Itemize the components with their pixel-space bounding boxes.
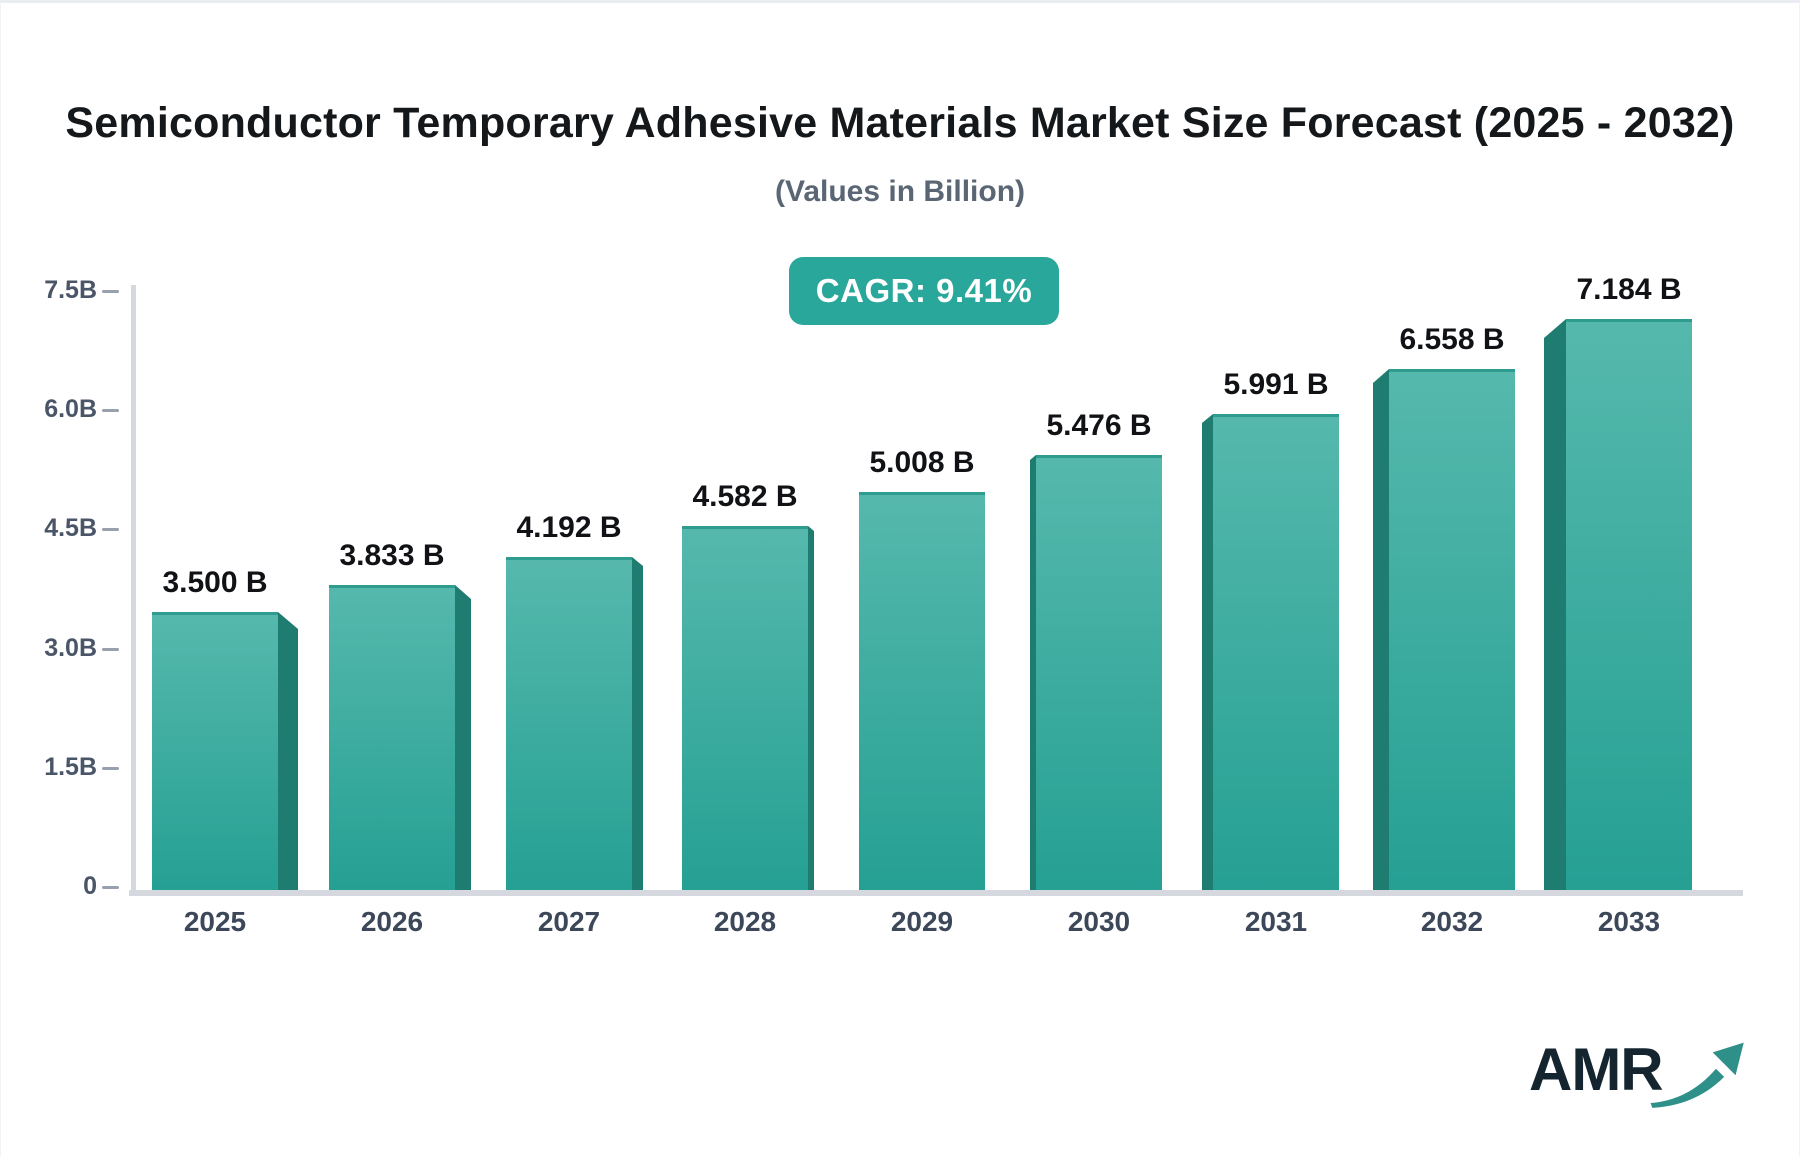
x-axis-label: 2032 <box>1420 906 1484 937</box>
y-axis-tick-mark <box>102 886 119 889</box>
growth-arrow-icon <box>1650 1042 1744 1108</box>
bar[interactable] <box>1036 455 1162 890</box>
bar-3d-side <box>278 612 298 890</box>
bar-value-label: 4.192 B <box>516 511 622 544</box>
bar-3d-side <box>1202 414 1213 890</box>
bar[interactable] <box>859 492 985 890</box>
bar[interactable] <box>1389 369 1515 890</box>
x-axis-baseline <box>129 890 1743 896</box>
y-axis-tick-label: 0 <box>83 872 97 900</box>
bar[interactable] <box>152 612 278 890</box>
y-axis-tick-label: 6.0B <box>44 395 97 423</box>
bar-value-label: 7.184 B <box>1576 273 1682 306</box>
bar[interactable] <box>1213 414 1339 890</box>
x-axis-label: 2027 <box>537 906 601 937</box>
cagr-badge-label: CAGR: 9.41% <box>815 272 1033 309</box>
bar-value-label: 3.500 B <box>162 566 268 599</box>
y-axis-line <box>131 285 136 890</box>
x-axis-label: 2026 <box>360 906 424 937</box>
amr-logo-text: AMR <box>1529 1035 1664 1103</box>
bar-value-label: 6.558 B <box>1399 323 1505 356</box>
y-axis-tick-mark <box>102 648 119 651</box>
bar-3d-side <box>632 557 643 890</box>
x-axis-label: 2033 <box>1597 906 1661 937</box>
y-axis-tick-mark <box>102 290 119 293</box>
x-axis-label: 2025 <box>183 906 247 937</box>
bar[interactable] <box>1566 319 1692 890</box>
bar[interactable] <box>682 526 808 890</box>
y-axis-tick-label: 3.0B <box>44 634 97 662</box>
y-axis-tick-label: 1.5B <box>44 753 97 781</box>
chart-subtitle: (Values in Billion) <box>774 175 1026 208</box>
bar-value-label: 4.582 B <box>692 480 798 513</box>
y-axis-tick-mark <box>102 528 119 531</box>
y-axis-tick-label: 4.5B <box>44 514 97 542</box>
y-axis-tick-label: 7.5B <box>44 276 97 304</box>
bar-3d-side <box>1373 369 1389 890</box>
bar-3d-side <box>1544 319 1566 890</box>
bar[interactable] <box>506 557 632 890</box>
bar-3d-side <box>455 585 471 890</box>
cagr-badge: CAGR: 9.41% <box>789 257 1059 325</box>
x-axis-label: 2028 <box>713 906 777 937</box>
y-axis-tick-mark <box>102 767 119 770</box>
bar-value-label: 5.476 B <box>1046 409 1152 442</box>
amr-logo: AMR <box>1529 1023 1747 1115</box>
bar-3d-side <box>808 526 814 890</box>
chart-title: Semiconductor Temporary Adhesive Materia… <box>65 99 1735 147</box>
bar-value-label: 5.991 B <box>1223 368 1329 401</box>
bar-3d-side <box>1030 455 1036 890</box>
bar[interactable] <box>329 585 455 890</box>
y-axis-tick-mark <box>102 409 119 412</box>
x-axis-label: 2030 <box>1067 906 1131 937</box>
x-axis-label: 2031 <box>1244 906 1308 937</box>
x-axis-label: 2029 <box>890 906 954 937</box>
bar-value-label: 5.008 B <box>869 446 975 479</box>
bar-value-label: 3.833 B <box>339 539 445 572</box>
